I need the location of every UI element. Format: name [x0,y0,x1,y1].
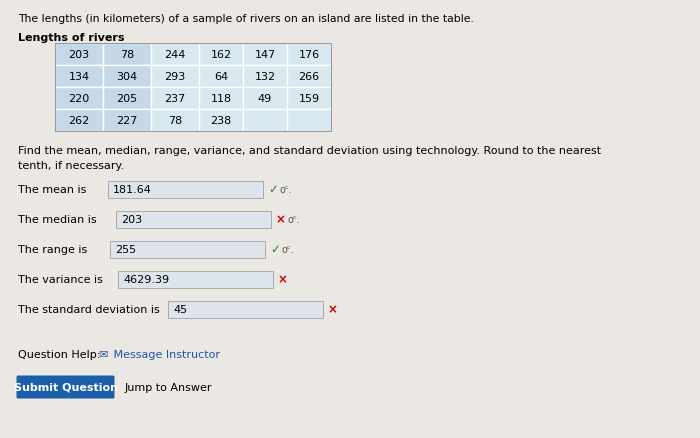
Text: 244: 244 [164,50,186,60]
Text: 255: 255 [115,244,136,254]
Text: 266: 266 [298,72,320,82]
Text: ✉: ✉ [98,349,107,359]
Bar [151,110,199,132]
Text: 238: 238 [211,116,232,126]
Text: 304: 304 [116,72,138,82]
Text: 4629.39: 4629.39 [123,274,169,284]
Bar [199,44,243,66]
Bar [243,44,287,66]
Text: ×: × [328,303,338,316]
Text: Find the mean, median, range, variance, and standard deviation using technology.: Find the mean, median, range, variance, … [18,146,601,170]
Text: The mean is: The mean is [18,184,86,194]
Text: 132: 132 [254,72,276,82]
Text: 118: 118 [211,94,232,104]
Text: Lengths of rivers: Lengths of rivers [18,33,125,43]
Text: oᶜ.: oᶜ. [287,215,300,225]
Text: 159: 159 [298,94,320,104]
Text: oᶜ.: oᶜ. [281,244,293,254]
Text: 203: 203 [121,215,142,225]
Bar [151,88,199,110]
Bar [118,271,273,288]
Text: 176: 176 [298,50,320,60]
Bar [151,66,199,88]
Bar [103,88,151,110]
Bar [168,301,323,318]
Bar [243,110,287,132]
Text: 147: 147 [254,50,276,60]
Bar [199,110,243,132]
Text: Jump to Answer: Jump to Answer [125,382,213,392]
Text: The range is: The range is [18,244,88,254]
Text: Message Instructor: Message Instructor [110,349,220,359]
Bar [287,44,331,66]
Text: 64: 64 [214,72,228,82]
Bar [55,66,103,88]
Bar [287,66,331,88]
Text: ×: × [278,273,288,286]
Bar [108,181,263,198]
Bar [55,88,103,110]
FancyBboxPatch shape [17,376,115,399]
Text: 45: 45 [173,304,187,314]
Text: 220: 220 [69,94,90,104]
Bar [55,44,103,66]
Bar [103,44,151,66]
Text: oᶜ.: oᶜ. [279,184,291,194]
Bar [287,110,331,132]
Text: Question Help:: Question Help: [18,349,100,359]
Text: 134: 134 [69,72,90,82]
Bar [103,66,151,88]
Text: 205: 205 [116,94,138,104]
Bar [55,44,331,132]
Bar [243,88,287,110]
Text: 227: 227 [116,116,138,126]
Bar [110,241,265,258]
Bar [116,211,271,228]
Bar [243,66,287,88]
Text: The variance is: The variance is [18,274,103,284]
Bar [103,110,151,132]
Text: The standard deviation is: The standard deviation is [18,304,160,314]
Text: Submit Question: Submit Question [13,382,118,392]
Text: 78: 78 [168,116,182,126]
Text: 203: 203 [69,50,90,60]
Text: ×: × [276,213,286,226]
Text: 49: 49 [258,94,272,104]
Bar [55,110,103,132]
Text: ✓: ✓ [268,183,278,196]
Text: 237: 237 [164,94,186,104]
Text: 162: 162 [211,50,232,60]
Text: 293: 293 [164,72,186,82]
Text: ✓: ✓ [270,243,280,256]
Text: 262: 262 [69,116,90,126]
Bar [151,44,199,66]
Bar [199,88,243,110]
Text: 181.64: 181.64 [113,184,152,194]
Text: The median is: The median is [18,215,97,225]
Text: The lengths (in kilometers) of a sample of rivers on an island are listed in the: The lengths (in kilometers) of a sample … [18,14,474,24]
Bar [199,66,243,88]
Text: 78: 78 [120,50,134,60]
Bar [287,88,331,110]
